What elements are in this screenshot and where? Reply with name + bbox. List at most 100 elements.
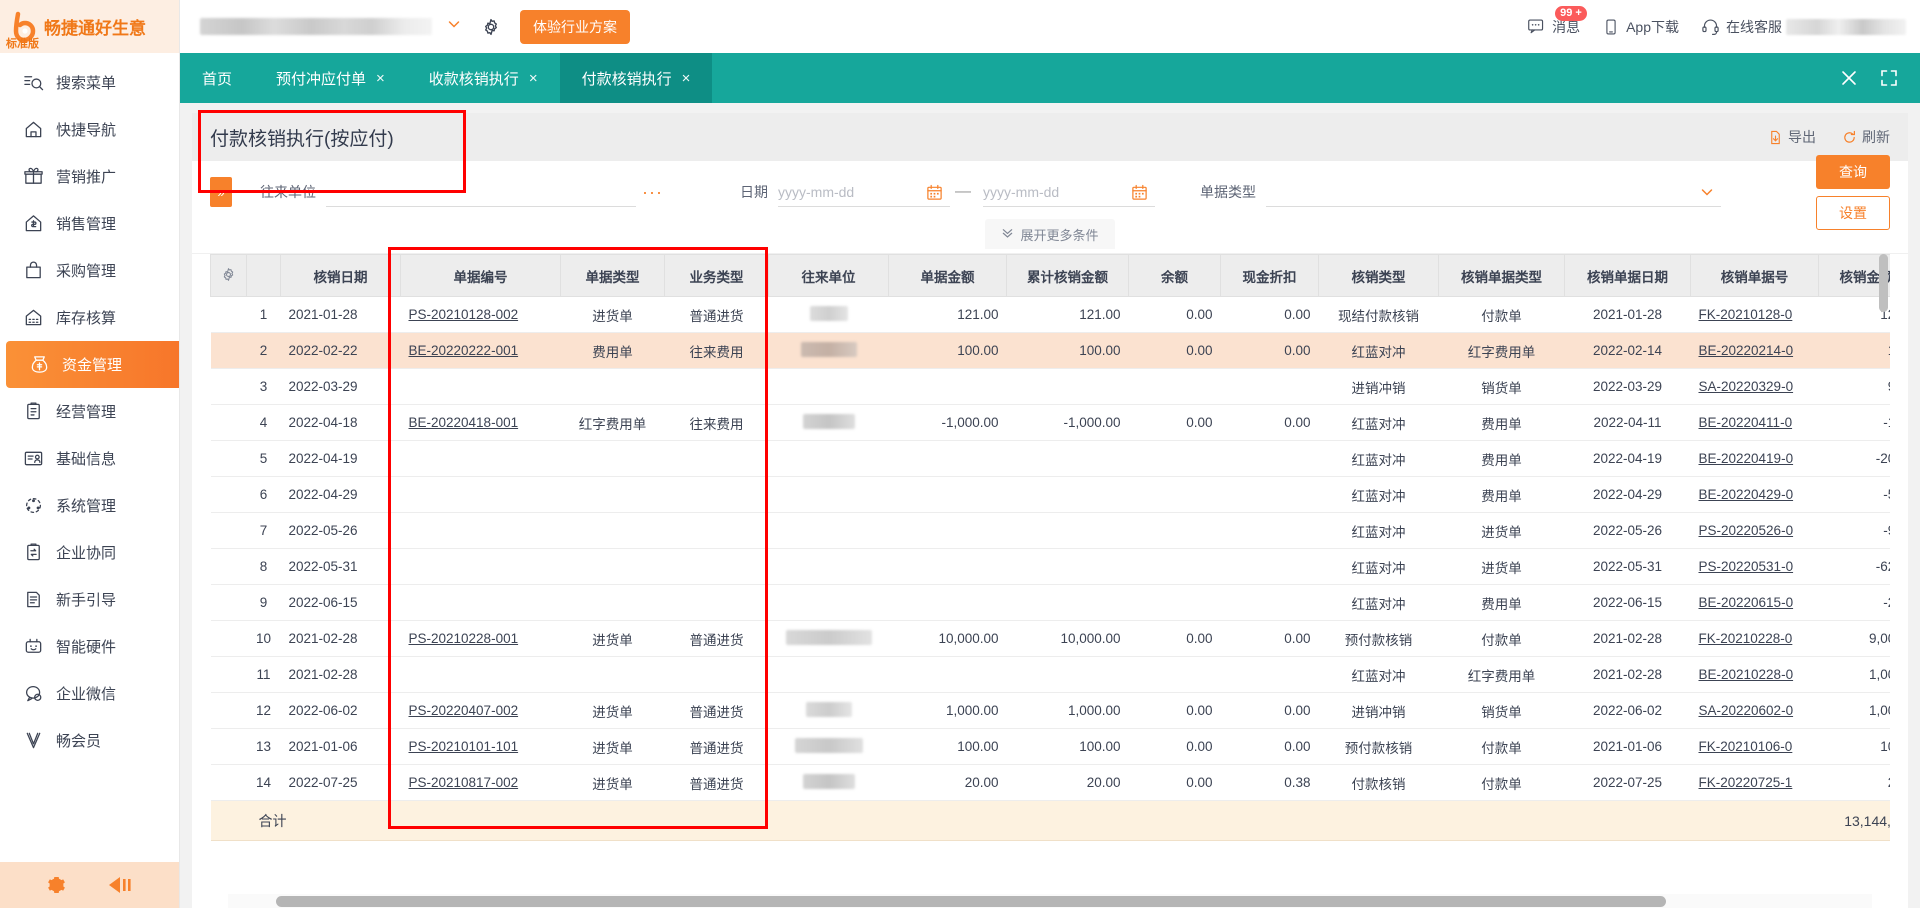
verify-doc-no-link[interactable]: BE-20220615-0 <box>1698 595 1794 610</box>
sidebar-item-10[interactable]: 系统管理 <box>0 482 179 529</box>
row-doc-no[interactable]: PS-20210817-002 <box>400 764 561 801</box>
verify-doc-no-link[interactable]: FK-20210128-0 <box>1698 307 1793 322</box>
row-doc-no[interactable]: PS-20210101-101 <box>400 728 561 765</box>
row-verify-doc-no[interactable]: FK-20220725-1 <box>1690 764 1819 801</box>
row-verify-doc-no[interactable]: BE-20220411-0 <box>1690 404 1819 441</box>
topbar-item-2[interactable]: App下载 <box>1602 17 1679 37</box>
row-doc-no[interactable]: PS-20210128-002 <box>400 296 561 333</box>
verify-doc-no-link[interactable]: PS-20220526-0 <box>1698 523 1794 538</box>
sidebar-item-3[interactable]: 营销推广 <box>0 153 179 200</box>
table-row[interactable]: 3 2022-03-29 进销冲销 销货单 2022-03-29 SA-20220329-… <box>210 368 1890 405</box>
chevron-down-icon[interactable] <box>1699 184 1715 200</box>
row-verify-doc-no[interactable]: SA-20220602-0 <box>1690 692 1819 729</box>
tab-1[interactable]: 首页 <box>180 53 254 103</box>
date-from-input[interactable] <box>778 177 950 207</box>
row-verify-doc-no[interactable]: FK-20210128-0 <box>1690 296 1819 333</box>
tab-2[interactable]: 预付冲应付单 × <box>254 53 407 103</box>
table-row[interactable]: 10 2021-02-28 PS-20210228-001 进货单 普通进货 10,000… <box>210 620 1890 657</box>
tab-close-icon[interactable]: × <box>681 69 691 87</box>
row-verify-doc-no[interactable]: BE-20220214-0 <box>1690 332 1819 369</box>
party-more-button[interactable]: ··· <box>642 181 663 202</box>
horizontal-scrollbar-thumb[interactable] <box>276 896 1666 907</box>
date-to-input[interactable] <box>983 177 1155 207</box>
table-row[interactable]: 5 2022-04-19 红蓝对冲 费用单 2022-04-19 BE-20220419-… <box>210 440 1890 477</box>
collapse-left-icon[interactable] <box>107 876 133 894</box>
doc-no-link[interactable]: PS-20220407-002 <box>408 703 519 718</box>
row-verify-doc-no[interactable]: PS-20220531-0 <box>1690 548 1819 585</box>
tab-4[interactable]: 付款核销执行 × <box>559 53 713 103</box>
calendar-icon[interactable] <box>926 184 943 201</box>
verify-doc-no-link[interactable]: SA-20220602-0 <box>1698 703 1794 718</box>
row-doc-no[interactable]: PS-20210228-001 <box>400 620 561 657</box>
verify-doc-no-link[interactable]: BE-20220411-0 <box>1698 415 1793 430</box>
organization-selector[interactable] <box>200 16 500 37</box>
chevron-down-icon[interactable] <box>446 16 462 37</box>
verify-doc-no-link[interactable]: BE-20220214-0 <box>1698 343 1794 358</box>
sidebar-item-9[interactable]: 基础信息 <box>0 435 179 482</box>
sidebar-item-11[interactable]: 企业协同 <box>0 529 179 576</box>
column-settings-icon[interactable] <box>221 267 236 282</box>
tab-3[interactable]: 收款核销执行 × <box>407 53 560 103</box>
verify-doc-no-link[interactable]: FK-20210106-0 <box>1698 739 1793 754</box>
gear-icon[interactable] <box>482 18 500 36</box>
sidebar-item-12[interactable]: 新手引导 <box>0 576 179 623</box>
table-row[interactable]: 6 2022-04-29 红蓝对冲 费用单 2022-04-29 BE-20220429-… <box>210 476 1890 513</box>
horizontal-scrollbar[interactable] <box>228 894 1872 908</box>
table-row[interactable]: 12 2022-06-02 PS-20220407-002 进货单 普通进货 1,000.… <box>210 692 1890 729</box>
settings-button[interactable]: 设置 <box>1816 195 1890 230</box>
topbar-item-1[interactable]: 消息 99 + <box>1527 5 1587 37</box>
row-doc-no[interactable]: BE-20220222-001 <box>400 332 561 369</box>
verify-doc-no-link[interactable]: BE-20220419-0 <box>1698 451 1794 466</box>
row-verify-doc-no[interactable]: FK-20210106-0 <box>1690 728 1819 765</box>
doc-no-link[interactable]: PS-20210101-101 <box>408 739 519 754</box>
doc-no-link[interactable]: PS-20210228-001 <box>408 631 519 646</box>
calendar-icon[interactable] <box>1131 184 1148 201</box>
table-row[interactable]: 2 2022-02-22 BE-20220222-001 费用单 往来费用 100.00 1… <box>210 332 1890 369</box>
expand-more-conditions-button[interactable]: 展开更多条件 <box>985 219 1115 249</box>
table-header-gear[interactable] <box>210 254 247 297</box>
sidebar-item-4[interactable]: 销售管理 <box>0 200 179 247</box>
table-row[interactable]: 4 2022-04-18 BE-20220418-001 红字费用单 往来费用 -1,00… <box>210 404 1890 441</box>
doc-no-link[interactable]: BE-20220222-001 <box>408 343 519 358</box>
verify-doc-no-link[interactable]: BE-20210228-0 <box>1698 667 1794 682</box>
party-filter-input[interactable] <box>326 177 636 207</box>
table-row[interactable]: 14 2022-07-25 PS-20210817-002 进货单 普通进货 20.00 2… <box>210 764 1890 801</box>
query-button[interactable]: 查询 <box>1816 154 1890 189</box>
doc-no-link[interactable]: PS-20210128-002 <box>408 307 519 322</box>
table-row[interactable]: 7 2022-05-26 红蓝对冲 进货单 2022-05-26 PS-20220526-… <box>210 512 1890 549</box>
export-button[interactable]: 导出 <box>1768 127 1816 147</box>
sidebar-item-5[interactable]: 采购管理 <box>0 247 179 294</box>
table-row[interactable]: 8 2022-05-31 红蓝对冲 进货单 2022-05-31 PS-20220531-… <box>210 548 1890 585</box>
row-doc-no[interactable]: PS-20220407-002 <box>400 692 561 729</box>
fullscreen-icon[interactable] <box>1880 69 1898 87</box>
vertical-scrollbar-thumb[interactable] <box>1879 254 1888 312</box>
topbar-item-3[interactable]: 在线客服 <box>1701 17 1782 37</box>
collapse-filters-button[interactable]: » <box>210 177 232 207</box>
experience-solution-button[interactable]: 体验行业方案 <box>520 9 630 44</box>
row-verify-doc-no[interactable]: BE-20220419-0 <box>1690 440 1819 477</box>
doc-type-filter-input[interactable] <box>1266 177 1721 207</box>
table-row[interactable]: 1 2021-01-28 PS-20210128-002 进货单 普通进货 121.00 1… <box>210 296 1890 333</box>
sidebar-item-2[interactable]: 快捷导航 <box>0 106 179 153</box>
sidebar-item-15[interactable]: 畅会员 <box>0 717 179 764</box>
row-verify-doc-no[interactable]: FK-20210228-0 <box>1690 620 1819 657</box>
verify-doc-no-link[interactable]: BE-20220429-0 <box>1698 487 1794 502</box>
table-row[interactable]: 9 2022-06-15 红蓝对冲 费用单 2022-06-15 BE-20220615-… <box>210 584 1890 621</box>
tab-close-icon[interactable]: × <box>376 69 385 87</box>
row-verify-doc-no[interactable]: SA-20220329-0 <box>1690 368 1819 405</box>
close-icon[interactable] <box>1840 69 1858 87</box>
doc-no-link[interactable]: BE-20220418-001 <box>408 415 519 430</box>
refresh-button[interactable]: 刷新 <box>1842 127 1890 147</box>
tab-close-icon[interactable]: × <box>528 69 538 87</box>
sidebar-item-13[interactable]: 智能硬件 <box>0 623 179 670</box>
table-row[interactable]: 13 2021-01-06 PS-20210101-101 进货单 普通进货 100.00… <box>210 728 1890 765</box>
row-verify-doc-no[interactable]: PS-20220526-0 <box>1690 512 1819 549</box>
table-row[interactable]: 11 2021-02-28 红蓝对冲 红字费用单 2021-02-28 BE-202102… <box>210 656 1890 693</box>
row-verify-doc-no[interactable]: BE-20210228-0 <box>1690 656 1819 693</box>
sidebar-item-14[interactable]: 企业微信 <box>0 670 179 717</box>
sidebar-item-1[interactable]: 搜索菜单 <box>0 59 179 106</box>
sidebar-item-6[interactable]: 库存核算 <box>0 294 179 341</box>
verify-doc-no-link[interactable]: FK-20210228-0 <box>1698 631 1793 646</box>
sidebar-item-8[interactable]: 经营管理 <box>0 388 179 435</box>
row-verify-doc-no[interactable]: BE-20220429-0 <box>1690 476 1819 513</box>
